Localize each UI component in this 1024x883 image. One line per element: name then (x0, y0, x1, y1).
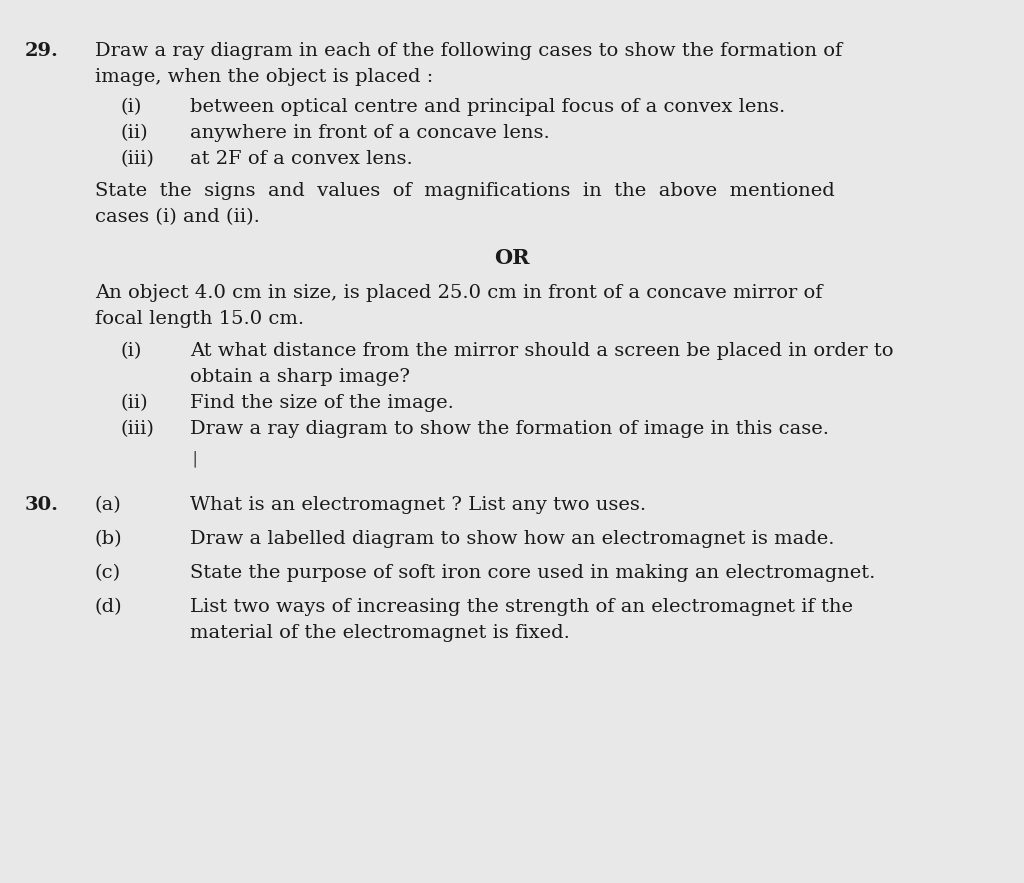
Text: focal length 15.0 cm.: focal length 15.0 cm. (95, 310, 304, 328)
Text: (d): (d) (95, 598, 123, 616)
Text: List two ways of increasing the strength of an electromagnet if the: List two ways of increasing the strength… (190, 598, 853, 616)
Text: Draw a ray diagram in each of the following cases to show the formation of: Draw a ray diagram in each of the follow… (95, 42, 843, 60)
Text: cases (i) and (ii).: cases (i) and (ii). (95, 208, 260, 226)
Text: obtain a sharp image?: obtain a sharp image? (190, 368, 410, 386)
Text: At what distance from the mirror should a screen be placed in order to: At what distance from the mirror should … (190, 342, 894, 360)
Text: An object 4.0 cm in size, is placed 25.0 cm in front of a concave mirror of: An object 4.0 cm in size, is placed 25.0… (95, 284, 822, 302)
Text: What is an electromagnet ? List any two uses.: What is an electromagnet ? List any two … (190, 496, 646, 514)
Text: (ii): (ii) (120, 394, 147, 412)
Text: (i): (i) (120, 98, 141, 116)
Text: │: │ (190, 450, 199, 466)
Text: OR: OR (495, 248, 529, 268)
Text: (i): (i) (120, 342, 141, 360)
Text: (c): (c) (95, 564, 121, 582)
Text: Draw a labelled diagram to show how an electromagnet is made.: Draw a labelled diagram to show how an e… (190, 530, 835, 548)
Text: State  the  signs  and  values  of  magnifications  in  the  above  mentioned: State the signs and values of magnificat… (95, 182, 835, 200)
Text: (b): (b) (95, 530, 123, 548)
Text: Draw a ray diagram to show the formation of image in this case.: Draw a ray diagram to show the formation… (190, 420, 829, 438)
Text: (ii): (ii) (120, 124, 147, 142)
Text: material of the electromagnet is fixed.: material of the electromagnet is fixed. (190, 624, 570, 642)
Text: at 2F of a convex lens.: at 2F of a convex lens. (190, 150, 413, 168)
Text: (iii): (iii) (120, 150, 154, 168)
Text: 30.: 30. (25, 496, 59, 514)
Text: between optical centre and principal focus of a convex lens.: between optical centre and principal foc… (190, 98, 785, 116)
Text: image, when the object is placed :: image, when the object is placed : (95, 68, 433, 86)
Text: anywhere in front of a concave lens.: anywhere in front of a concave lens. (190, 124, 550, 142)
Text: 29.: 29. (25, 42, 58, 60)
Text: Find the size of the image.: Find the size of the image. (190, 394, 454, 412)
Text: (iii): (iii) (120, 420, 154, 438)
Text: (a): (a) (95, 496, 122, 514)
Text: State the purpose of soft iron core used in making an electromagnet.: State the purpose of soft iron core used… (190, 564, 876, 582)
